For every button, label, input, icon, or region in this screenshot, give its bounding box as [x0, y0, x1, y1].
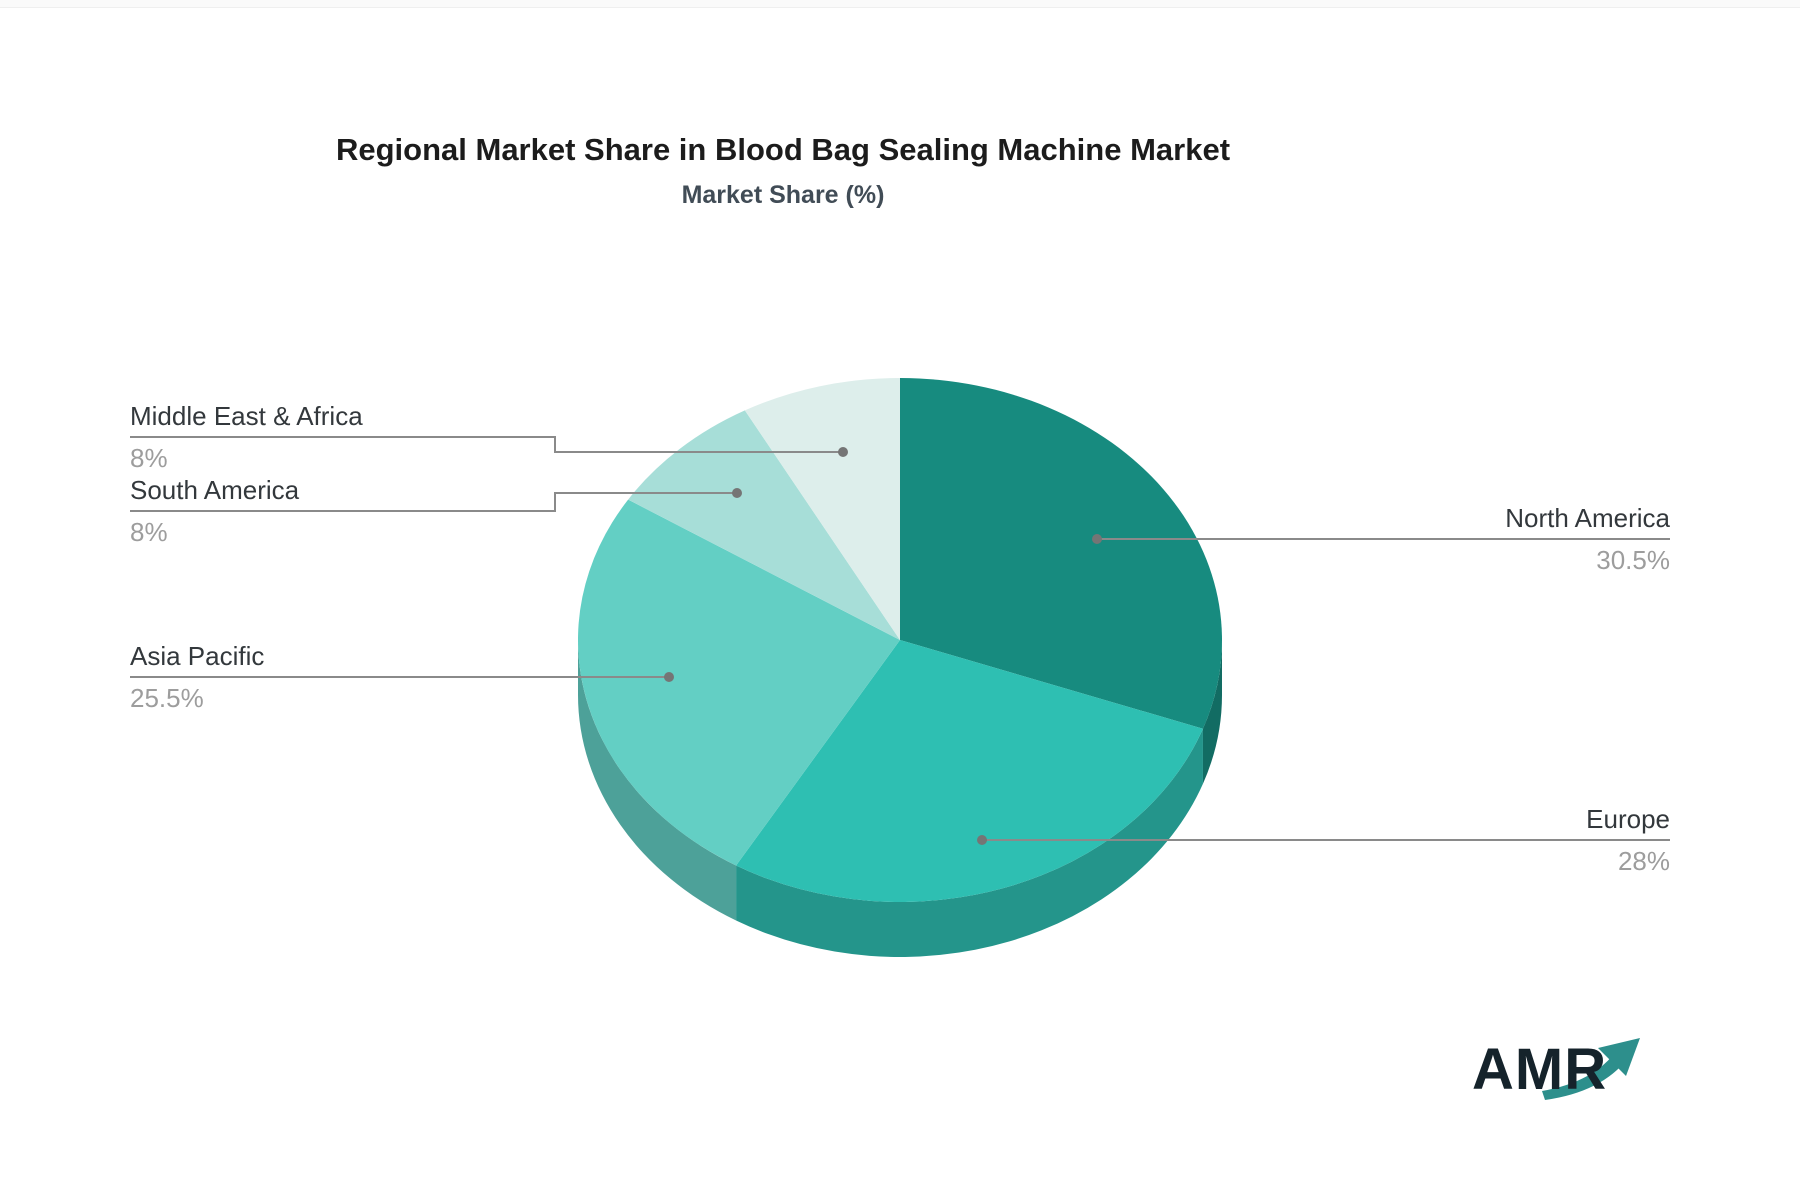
slice-value: 28% — [1617, 846, 1670, 876]
chart-subtitle: Market Share (%) — [681, 181, 885, 209]
pie-slice-rim-asia-pacific — [578, 640, 737, 921]
leader-dot-north-america — [1092, 534, 1102, 544]
pie-slice-north-america[interactable] — [900, 378, 1222, 729]
slice-value: 8% — [130, 517, 168, 547]
slice-label: North America — [1505, 503, 1670, 533]
window-top-edge — [0, 0, 1800, 8]
leader-dot-middle-east-africa — [838, 447, 848, 457]
slice-label: Middle East & Africa — [130, 401, 363, 431]
leader-dot-south-america — [732, 488, 742, 498]
chart-title: Regional Market Share in Blood Bag Seali… — [335, 132, 1231, 167]
pie-slice-south-america[interactable] — [628, 410, 900, 640]
pie-slice-europe[interactable] — [736, 640, 1203, 902]
amr-logo: AMR — [1472, 1037, 1608, 1102]
leader-dot-asia-pacific — [664, 672, 674, 682]
logo-arrow-tail — [1542, 1050, 1628, 1100]
slice-label: Asia Pacific — [130, 641, 265, 671]
leader-dot-europe — [977, 835, 987, 845]
leader-line-middle-east-africa — [130, 436, 843, 453]
pie-slice-asia-pacific[interactable] — [578, 499, 900, 866]
slice-value: 25.5% — [130, 683, 204, 713]
leader-line-south-america — [130, 492, 737, 512]
pie-slice-rim-north-america — [1202, 640, 1222, 784]
slice-label: South America — [130, 475, 300, 505]
slice-value: 8% — [130, 443, 168, 473]
slice-label: Europe — [1586, 804, 1670, 834]
pie-slice-middle-east-africa[interactable] — [744, 378, 900, 640]
pie-slice-rim-europe — [736, 728, 1203, 957]
slice-value: 30.5% — [1596, 545, 1670, 575]
logo-arrow-head-icon — [1598, 1038, 1640, 1076]
